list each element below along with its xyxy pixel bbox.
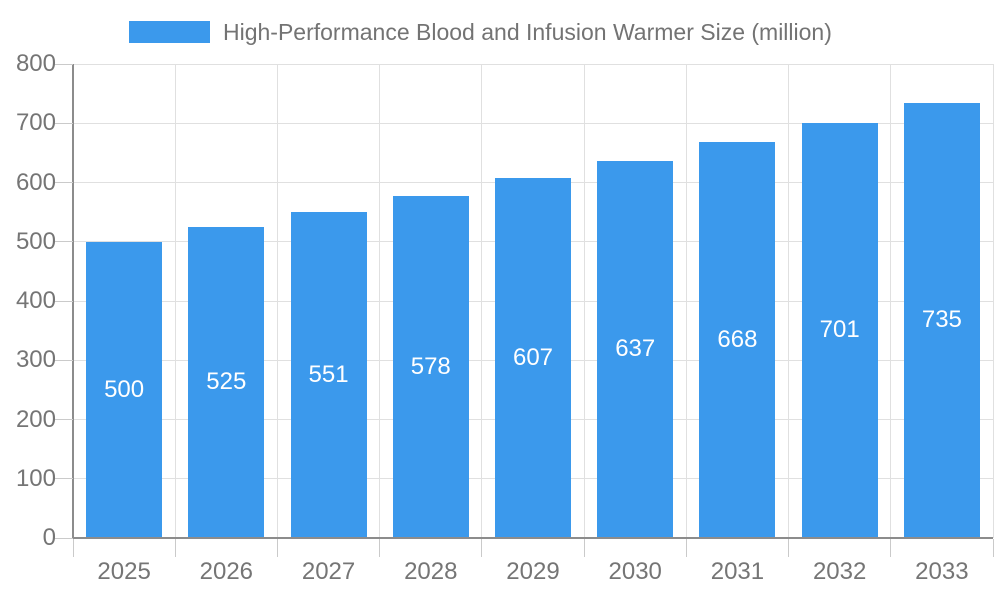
bar-2025[interactable] [86, 241, 163, 538]
y-axis-tick [55, 122, 73, 124]
x-axis-tick [788, 539, 790, 557]
x-axis-tick [992, 539, 994, 557]
bar-2032[interactable] [801, 122, 878, 538]
x-axis-tick [890, 539, 892, 557]
bar-value-label-2026: 525 [206, 368, 247, 396]
y-axis-tick [55, 359, 73, 361]
x-axis-tick [583, 539, 585, 557]
x-axis-tick-label-2033: 2033 [915, 558, 969, 585]
y-axis-tick-label: 400 [15, 287, 56, 314]
gridline-vertical [890, 64, 892, 538]
bar-value-label-2033: 735 [921, 306, 962, 334]
gridline-vertical [685, 64, 687, 538]
bar-value-label-2028: 578 [410, 352, 451, 380]
gridline-vertical [276, 64, 278, 538]
x-axis-tick-label-2028: 2028 [404, 558, 458, 585]
bar-2033[interactable] [903, 102, 980, 538]
x-axis-tick [685, 539, 687, 557]
y-axis-tick [55, 63, 73, 65]
bar-2030[interactable] [597, 160, 674, 538]
y-axis-tick-label: 0 [42, 524, 56, 551]
x-axis-tick [379, 539, 381, 557]
x-axis-tick-label-2026: 2026 [199, 558, 254, 585]
x-axis-tick [72, 539, 74, 557]
y-axis-tick-label: 700 [15, 109, 56, 137]
bar-value-label-2031: 668 [717, 326, 758, 354]
y-axis-tick-label: 200 [15, 405, 56, 433]
bar-2027[interactable] [290, 211, 367, 538]
plot-area: 500 525 551 578 607 637 668 701 735 [73, 63, 994, 538]
y-axis-tick [55, 537, 73, 539]
gridline-vertical [174, 64, 176, 538]
bar-2028[interactable] [392, 195, 469, 538]
bar-value-label-2029: 607 [512, 344, 554, 372]
x-axis-tick-label-2027: 2027 [301, 558, 356, 585]
gridline-vertical [379, 64, 381, 538]
y-axis-tick [55, 478, 73, 480]
x-axis-tick-label-2031: 2031 [710, 558, 765, 585]
y-axis-tick-label: 600 [15, 168, 56, 196]
legend-swatch [129, 21, 210, 43]
bar-value-label-2027: 551 [308, 360, 349, 388]
x-axis-tick [481, 539, 483, 557]
gridline-vertical [481, 64, 483, 538]
y-axis-tick-label: 300 [15, 346, 56, 374]
y-axis-tick [55, 300, 73, 302]
y-axis-tick-label: 100 [15, 464, 56, 492]
gridline-vertical [992, 64, 994, 538]
y-axis-tick-label: 500 [15, 227, 56, 255]
x-axis-tick-label-2029: 2029 [506, 558, 560, 585]
bar-value-label-2030: 637 [615, 335, 656, 363]
bar-value-label-2032: 701 [819, 316, 860, 344]
y-axis-tick-label: 800 [15, 50, 56, 77]
y-axis-tick [55, 241, 73, 243]
legend-label: High-Performance Blood and Infusion Warm… [223, 19, 832, 45]
x-axis-tick [276, 539, 278, 557]
bar-2031[interactable] [699, 142, 776, 538]
y-axis-line [72, 64, 74, 538]
x-axis-tick-label-2030: 2030 [608, 558, 662, 585]
x-axis-tick-label-2025: 2025 [97, 558, 151, 585]
gridline-horizontal [73, 63, 993, 65]
bar-value-label-2025: 500 [104, 375, 145, 403]
gridline-horizontal [73, 122, 993, 124]
gridline-vertical [788, 64, 790, 538]
y-axis-tick [55, 419, 73, 420]
bar-2026[interactable] [188, 226, 265, 538]
bar-2029[interactable] [495, 178, 571, 538]
x-axis-line [73, 537, 993, 539]
y-axis-tick [55, 182, 73, 183]
gridline-vertical [583, 64, 585, 538]
x-axis-tick-label-2032: 2032 [812, 558, 867, 585]
x-axis-tick [174, 539, 176, 557]
